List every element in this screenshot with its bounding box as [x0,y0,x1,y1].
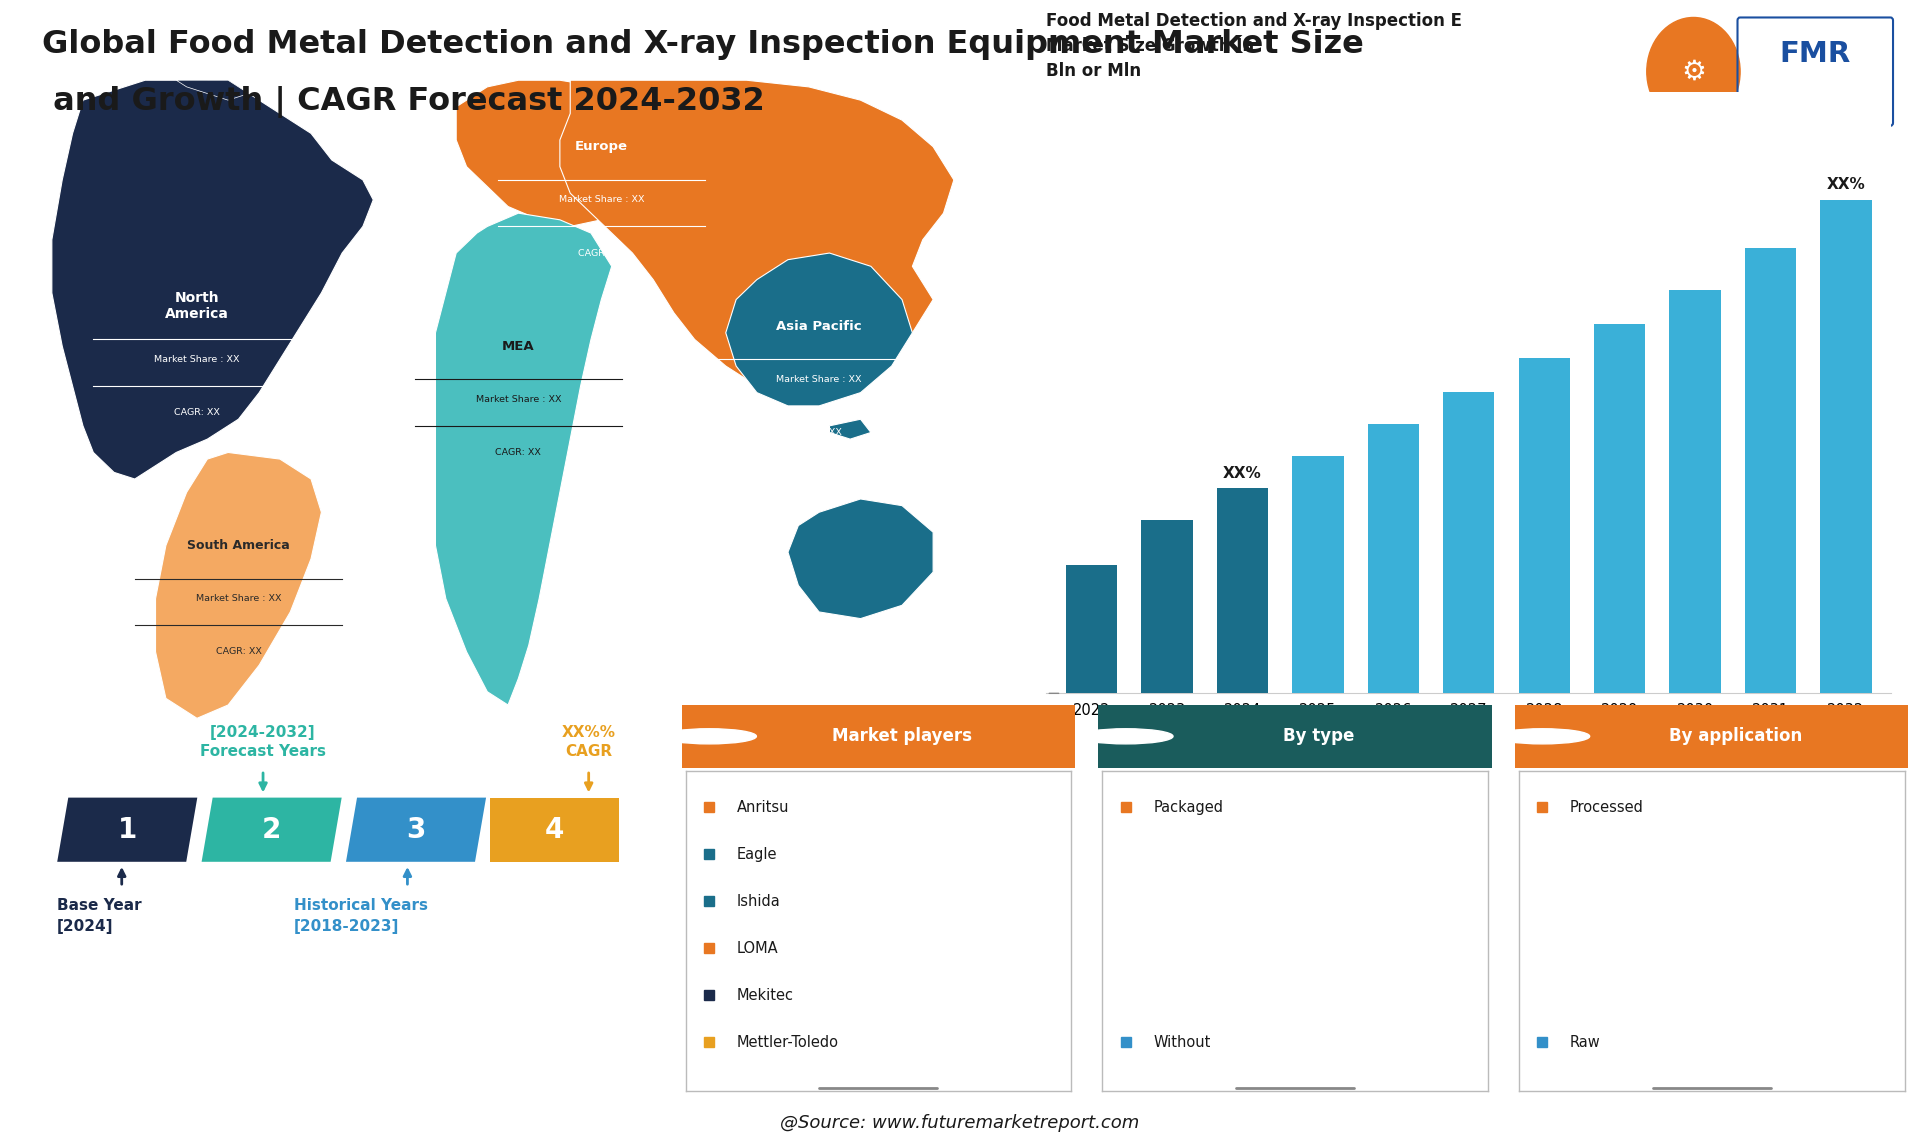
Text: Europe: Europe [574,140,628,154]
Text: [2024]: [2024] [58,919,113,934]
Text: XX%%: XX%% [563,725,616,740]
Polygon shape [177,80,250,100]
Text: @Source: www.futuremarketreport.com: @Source: www.futuremarketreport.com [780,1114,1140,1132]
Bar [1140,520,1192,693]
Text: CAGR: XX: CAGR: XX [578,249,624,258]
Bar [1594,324,1645,693]
Text: Mekitec: Mekitec [737,988,793,1003]
Circle shape [1079,729,1173,744]
Text: By type: By type [1283,728,1354,745]
Text: CAGR: XX: CAGR: XX [215,647,261,657]
Text: Market Share : XX: Market Share : XX [476,394,561,403]
Circle shape [1647,17,1740,126]
Circle shape [1496,729,1590,744]
Polygon shape [561,80,954,399]
Text: LOMA: LOMA [737,941,778,956]
Text: Processed: Processed [1571,800,1644,815]
Text: Market Share : XX: Market Share : XX [154,355,240,364]
Polygon shape [58,798,198,862]
Text: CAGR: XX: CAGR: XX [175,408,221,417]
Text: Ishida: Ishida [737,894,780,909]
Bar [1820,201,1872,693]
Text: Food Metal Detection and X-ray Inspection E
Market Size Growth In
Bln or Mln: Food Metal Detection and X-ray Inspectio… [1046,11,1463,80]
FancyBboxPatch shape [1075,704,1515,769]
Polygon shape [156,453,321,719]
Text: and Growth | CAGR Forecast 2024-2032: and Growth | CAGR Forecast 2024-2032 [42,86,764,118]
Text: Anritsu: Anritsu [737,800,789,815]
Bar [1292,456,1344,693]
Text: Historical Years: Historical Years [294,898,428,913]
Polygon shape [436,213,612,705]
Text: [2018-2023]: [2018-2023] [294,919,399,934]
Polygon shape [829,419,872,439]
Text: XX%: XX% [1826,178,1866,193]
Text: ⚙: ⚙ [1682,57,1705,86]
Text: Forecast Years: Forecast Years [200,744,326,759]
Polygon shape [787,499,933,619]
Polygon shape [726,253,912,406]
Text: FMR: FMR [1780,40,1851,68]
Text: Raw: Raw [1571,1035,1601,1050]
Text: Base Year: Base Year [58,898,142,913]
Text: CAGR: XX: CAGR: XX [495,448,541,457]
Bar [1745,248,1797,693]
Bar [1444,392,1494,693]
Polygon shape [202,798,342,862]
Bar [1519,358,1571,693]
FancyBboxPatch shape [1492,704,1920,769]
Text: By application: By application [1668,728,1803,745]
Text: CAGR: XX: CAGR: XX [797,427,843,437]
Text: 3: 3 [407,816,426,843]
Text: Packaged: Packaged [1154,800,1223,815]
Text: FUTURE MARKET REPORT: FUTURE MARKET REPORT [1764,96,1866,102]
Text: North
America: North America [165,291,228,321]
Polygon shape [346,798,486,862]
Text: South America: South America [186,539,290,552]
Text: Without: Without [1154,1035,1212,1050]
Text: XX%: XX% [1223,465,1261,480]
Bar [1367,424,1419,693]
Bar [1066,565,1117,693]
Text: Market players: Market players [831,728,972,745]
Text: Market Share : XX: Market Share : XX [196,594,280,603]
Text: 4: 4 [545,816,564,843]
Text: 1: 1 [117,816,136,843]
FancyBboxPatch shape [659,704,1098,769]
Text: Eagle: Eagle [737,847,778,862]
Text: CAGR: CAGR [564,744,612,759]
Polygon shape [457,80,695,227]
Text: MEA: MEA [503,339,534,353]
Text: Asia Pacific: Asia Pacific [776,320,862,332]
Text: Market Share : XX: Market Share : XX [776,375,862,384]
Text: Mettler-Toledo: Mettler-Toledo [737,1035,839,1050]
Text: Market Share : XX: Market Share : XX [559,195,643,204]
Bar [1670,290,1720,693]
Polygon shape [52,80,372,479]
Text: Global Food Metal Detection and X-ray Inspection Equipment Market Size: Global Food Metal Detection and X-ray In… [42,29,1363,60]
Polygon shape [490,798,620,862]
Text: 2: 2 [261,816,282,843]
Circle shape [662,729,756,744]
Bar [1217,488,1267,693]
Text: [2024-2032]: [2024-2032] [209,725,317,740]
